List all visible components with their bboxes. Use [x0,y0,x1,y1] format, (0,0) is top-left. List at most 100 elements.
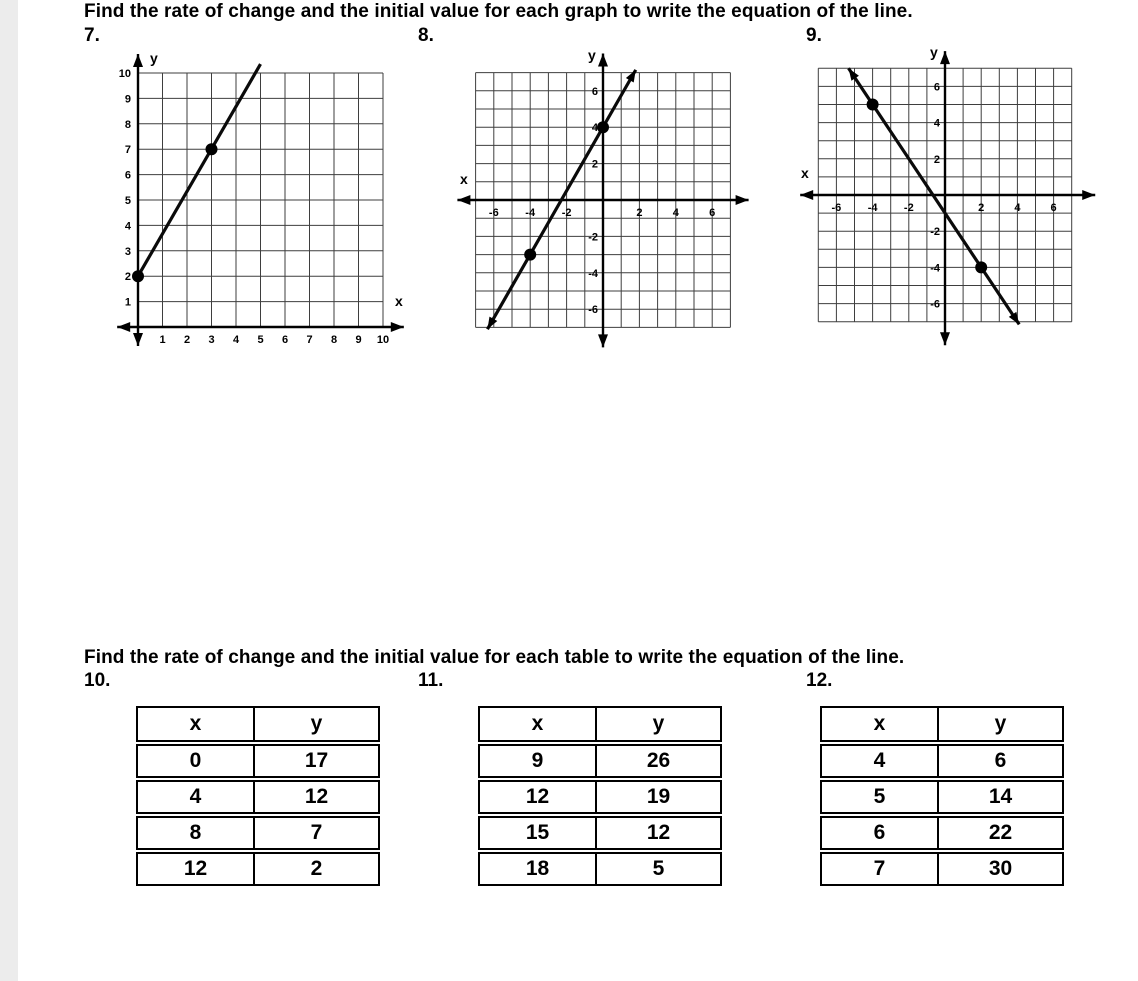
x-axis-left-arrow-icon [117,322,131,332]
y-axis-up-arrow-icon [598,53,608,67]
cell-y: 30 [988,857,1013,880]
tick-labels: -6 -4 -2 2 4 6 6 4 2 -2 -4 -6 [832,81,1057,310]
cell-y: 14 [988,785,1013,808]
table-row: 12 19 [478,780,722,814]
svg-text:2: 2 [934,154,940,166]
column-header-y: y [652,712,665,735]
table-row: 18 5 [478,852,722,886]
x-axis-label: x [460,171,468,187]
cell-x: 18 [480,854,597,884]
table-row: 0 17 [136,744,380,778]
x-axis-right-arrow-icon [735,195,749,205]
svg-text:4: 4 [934,118,941,130]
question-number-9: 9. [806,25,822,46]
plotted-line [136,63,262,278]
cell-y: 12 [304,785,329,808]
cell-x: 4 [822,746,939,776]
axes [457,53,749,348]
question-number-11: 11. [418,670,444,691]
column-header-y: y [994,712,1007,735]
x-axis-label: x [801,165,809,181]
cell-x: 5 [822,782,939,812]
table-row: 4 12 [136,780,380,814]
svg-text:6: 6 [592,86,598,98]
cell-y: 22 [988,821,1013,844]
svg-text:-2: -2 [588,231,598,243]
svg-text:4: 4 [125,220,132,232]
cell-x: 15 [480,818,597,848]
svg-text:-4: -4 [525,207,536,219]
svg-text:6: 6 [1051,202,1057,214]
y-axis-down-arrow-icon [940,332,950,346]
data-point [524,248,537,261]
svg-text:-2: -2 [930,226,940,238]
cell-y: 17 [304,749,329,772]
svg-text:5: 5 [257,334,263,346]
table-row: 12 2 [136,852,380,886]
question-number-12: 12. [806,670,833,691]
svg-text:4: 4 [673,207,680,219]
svg-text:4: 4 [233,334,240,346]
tick-labels: 1 2 3 4 5 6 7 8 9 10 1 2 3 4 5 6 7 8 9 10 [119,68,389,346]
svg-text:2: 2 [184,334,190,346]
table-row: 9 26 [478,744,722,778]
svg-text:2: 2 [636,207,642,219]
question-number-10: 10. [84,670,111,691]
data-point [205,143,218,156]
cell-x: 12 [138,854,255,884]
cell-y: 19 [646,785,671,808]
column-header-x: x [480,708,597,740]
line-arrow-icon [1008,311,1020,325]
graph7-plot: 1 2 3 4 5 6 7 8 9 10 1 2 3 4 5 6 7 8 9 10 x y [117,50,404,347]
svg-text:4: 4 [1014,202,1021,214]
tables-section-heading: Find the rate of change and the initial … [84,647,905,668]
svg-text:3: 3 [208,334,214,346]
grid-lines [137,72,384,328]
table-10: x y 0 17 4 12 8 7 12 2 [136,706,380,886]
svg-text:2: 2 [978,202,984,214]
svg-text:10: 10 [377,334,389,346]
line-arrow-icon [848,68,859,81]
svg-text:-2: -2 [904,202,914,214]
svg-text:-4: -4 [930,262,941,274]
cell-x: 8 [138,818,255,848]
plotted-line [847,67,1021,326]
data-point [597,121,609,134]
svg-text:6: 6 [709,207,715,219]
svg-text:-2: -2 [562,207,572,219]
svg-text:5: 5 [125,195,131,207]
graph-8: -6 -4 -2 2 4 6 6 4 2 -2 -4 -6 x y [450,47,762,363]
question-number-8: 8. [418,25,434,46]
column-header-x: x [822,708,939,740]
x-axis-right-arrow-icon [1082,190,1096,200]
table-row: 5 14 [820,780,1064,814]
svg-text:8: 8 [125,119,131,131]
svg-text:1: 1 [125,297,131,309]
svg-text:-4: -4 [868,202,879,214]
column-header-y: y [310,712,323,735]
svg-text:-6: -6 [489,207,499,219]
axes [800,51,1096,346]
data-point [975,261,988,274]
y-axis-label: y [930,46,938,60]
data-point [866,98,879,111]
x-axis-right-arrow-icon [390,322,404,332]
cell-y: 6 [994,749,1007,772]
tick-labels: -6 -4 -2 2 4 6 6 4 2 -2 -4 -6 [489,86,715,316]
svg-text:9: 9 [355,334,361,346]
axes [117,53,404,347]
cell-x: 0 [138,746,255,776]
x-axis-label: x [395,293,403,309]
column-header-x: x [138,708,255,740]
table-row: 7 30 [820,852,1064,886]
data-point [132,270,144,283]
cell-x: 4 [138,782,255,812]
question-number-7: 7. [84,25,100,46]
svg-text:8: 8 [331,334,337,346]
svg-text:1: 1 [159,334,165,346]
svg-text:-6: -6 [832,202,842,214]
table-row: 15 12 [478,816,722,850]
